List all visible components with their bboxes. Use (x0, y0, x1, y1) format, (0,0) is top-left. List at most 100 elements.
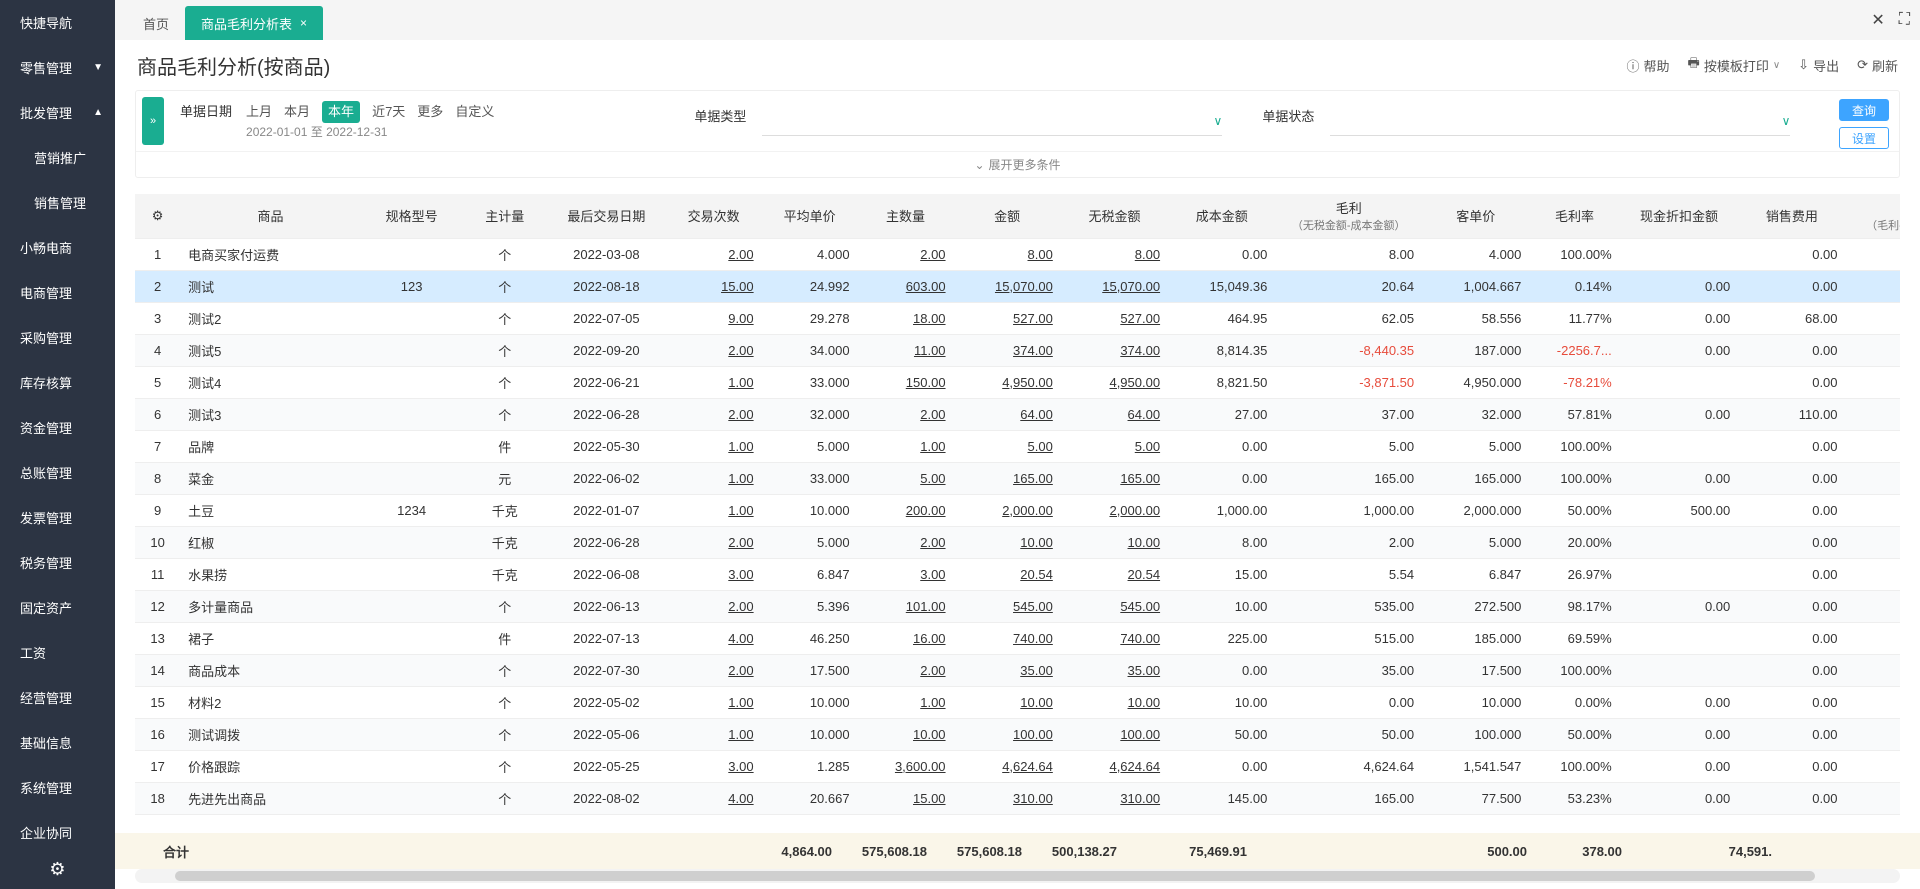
export-button[interactable]: ⇩ 导出 (1798, 56, 1839, 75)
sidebar-item[interactable]: 快捷导航 (0, 0, 115, 45)
column-header[interactable]: 交易次数 (666, 194, 762, 238)
sidebar-item[interactable]: 资金管理 (0, 405, 115, 450)
table-row[interactable]: 4测试5个2022-09-202.0034.00011.00374.00374.… (135, 334, 1900, 366)
date-option[interactable]: 自定义 (455, 101, 494, 123)
table-row[interactable]: 12多计量商品个2022-06-132.005.396101.00545.005… (135, 590, 1900, 622)
table-row[interactable]: 7品牌件2022-05-301.005.0001.005.005.000.005… (135, 430, 1900, 462)
table-row[interactable]: 10红椒千克2022-06-282.005.0002.0010.0010.008… (135, 526, 1900, 558)
table-row[interactable]: 8菜金元2022-06-021.0033.0005.00165.00165.00… (135, 462, 1900, 494)
column-header[interactable]: 主计量 (462, 194, 547, 238)
chevron-down-icon: ∨ (1214, 114, 1223, 128)
sidebar-item[interactable]: 批发管理▲ (0, 90, 115, 135)
filter-date-label: 单据日期 (180, 101, 232, 123)
filter-panel: » 单据日期 上月本月本年近7天更多自定义 2022-01-01 至 2022-… (135, 90, 1900, 178)
sidebar-item[interactable]: 销售管理 (0, 180, 115, 225)
sidebar-item[interactable]: 电商管理 (0, 270, 115, 315)
close-icon[interactable]: × (300, 16, 307, 30)
sidebar-item[interactable]: 零售管理▼ (0, 45, 115, 90)
filter-type-label: 单据类型 (694, 106, 746, 125)
table-row[interactable]: 3测试2个2022-07-059.0029.27818.00527.00527.… (135, 302, 1900, 334)
sidebar-item[interactable]: 采购管理 (0, 315, 115, 360)
date-option[interactable]: 本月 (284, 101, 310, 123)
column-header[interactable]: 销售费用 (1738, 194, 1845, 238)
column-header[interactable]: 无税金额 (1061, 194, 1168, 238)
filter-type-select[interactable]: ∨ (762, 106, 1222, 136)
data-table: ⚙商品规格型号主计量最后交易日期交易次数平均单价主数量金额无税金额成本金额毛利（… (135, 194, 1900, 815)
date-option[interactable]: 更多 (417, 101, 443, 123)
column-header[interactable]: 金额 (954, 194, 1061, 238)
sidebar-item[interactable]: 发票管理 (0, 495, 115, 540)
header-actions: ⓘ 帮助 🖶 按模板打印 ∨ ⇩ 导出 ⟳ 刷新 (1627, 54, 1899, 76)
column-header[interactable]: 平均单价 (762, 194, 858, 238)
table-total-row: 合计4,864.00575,608.18575,608.18500,138.27… (115, 833, 1920, 869)
print-button[interactable]: 🖶 按模板打印 ∨ (1688, 54, 1781, 76)
filter-status-select[interactable]: ∨ (1330, 106, 1790, 136)
date-option[interactable]: 上月 (246, 101, 272, 123)
query-button[interactable]: 查询 (1839, 99, 1889, 121)
sidebar-item[interactable]: 工资 (0, 630, 115, 675)
table-wrap: ⚙商品规格型号主计量最后交易日期交易次数平均单价主数量金额无税金额成本金额毛利（… (135, 194, 1900, 823)
sidebar-item[interactable]: 基础信息 (0, 720, 115, 765)
column-header[interactable]: 商品 (180, 194, 361, 238)
date-range: 2022-01-01 至 2022-12-31 (246, 123, 494, 141)
tab-close-all-icon[interactable]: ✕ (1871, 10, 1884, 30)
chevron-down-icon: ∨ (1782, 114, 1791, 128)
chevron-down-icon: ⌄ (974, 158, 984, 172)
table-row[interactable]: 14商品成本个2022-07-302.0017.5002.0035.0035.0… (135, 654, 1900, 686)
sidebar-item[interactable]: 小畅电商 (0, 225, 115, 270)
page-title: 商品毛利分析(按商品) (137, 51, 330, 80)
table-row[interactable]: 15材料2个2022-05-021.0010.0001.0010.0010.00… (135, 686, 1900, 718)
tabbar: 首页 商品毛利分析表 × ✕ ⛶ (115, 0, 1920, 40)
sidebar-item[interactable]: 固定资产 (0, 585, 115, 630)
tab-active-label: 商品毛利分析表 (201, 14, 292, 33)
table-row[interactable]: 13裙子件2022-07-134.0046.25016.00740.00740.… (135, 622, 1900, 654)
sidebar-item[interactable]: 总账管理 (0, 450, 115, 495)
column-header[interactable]: 现金折扣金额 (1620, 194, 1739, 238)
expand-filters-button[interactable]: ⌄展开更多条件 (136, 151, 1899, 177)
table-row[interactable]: 6测试3个2022-06-282.0032.0002.0064.0064.002… (135, 398, 1900, 430)
sidebar-item[interactable]: 库存核算 (0, 360, 115, 405)
settings-button[interactable]: 设置 (1839, 127, 1889, 149)
refresh-button[interactable]: ⟳ 刷新 (1857, 56, 1898, 75)
column-header[interactable]: 主数量 (858, 194, 954, 238)
gear-icon[interactable]: ⚙ (0, 849, 115, 889)
column-header[interactable]: 毛利（无税金额-成本金额） (1275, 194, 1422, 238)
table-row[interactable]: 11水果捞千克2022-06-083.006.8473.0020.5420.54… (135, 558, 1900, 590)
column-header[interactable]: 成本金额 (1168, 194, 1275, 238)
table-row[interactable]: 2测试123个2022-08-1815.0024.992603.0015,070… (135, 270, 1900, 302)
sidebar: 快捷导航零售管理▼批发管理▲营销推广销售管理小畅电商电商管理采购管理库存核算资金… (0, 0, 115, 889)
sidebar-item[interactable]: 营销推广 (0, 135, 115, 180)
page-header: 商品毛利分析(按商品) ⓘ 帮助 🖶 按模板打印 ∨ ⇩ 导出 ⟳ 刷新 (115, 40, 1920, 90)
sidebar-item[interactable]: 系统管理 (0, 765, 115, 810)
table-row[interactable]: 9土豆1234千克2022-01-071.0010.000200.002,000… (135, 494, 1900, 526)
table-row[interactable]: 1电商买家付运费个2022-03-082.004.0002.008.008.00… (135, 238, 1900, 270)
table-row[interactable]: 16测试调拨个2022-05-061.0010.00010.00100.0010… (135, 718, 1900, 750)
column-header[interactable]: 客单价 (1422, 194, 1529, 238)
date-option[interactable]: 本年 (322, 101, 360, 123)
column-header[interactable]: 规格型号 (361, 194, 463, 238)
filter-status-label: 单据状态 (1262, 106, 1314, 125)
tabbar-actions: ✕ ⛶ (1871, 0, 1920, 40)
fullscreen-icon[interactable]: ⛶ (1899, 11, 1910, 29)
sidebar-item[interactable]: 税务管理 (0, 540, 115, 585)
gear-icon[interactable]: ⚙ (135, 194, 180, 238)
tab-active[interactable]: 商品毛利分析表 × (185, 6, 323, 40)
column-header[interactable]: 净利润（毛利-现金折扣-销售费… (1846, 194, 1900, 238)
date-option[interactable]: 近7天 (372, 101, 405, 123)
date-options: 上月本月本年近7天更多自定义 (246, 101, 494, 123)
help-button[interactable]: ⓘ 帮助 (1627, 56, 1670, 75)
chevron-icon: ▼ (93, 62, 103, 73)
column-header[interactable]: 最后交易日期 (547, 194, 666, 238)
table-row[interactable]: 5测试4个2022-06-211.0033.000150.004,950.004… (135, 366, 1900, 398)
table-row[interactable]: 18先进先出商品个2022-08-024.0020.66715.00310.00… (135, 782, 1900, 814)
tab-home[interactable]: 首页 (127, 6, 185, 40)
table-row[interactable]: 17价格跟踪个2022-05-253.001.2853,600.004,624.… (135, 750, 1900, 782)
scrollbar-thumb[interactable] (175, 871, 1815, 881)
column-header[interactable]: 毛利率 (1529, 194, 1619, 238)
chevron-icon: ▲ (93, 107, 103, 118)
sidebar-item[interactable]: 经营管理 (0, 675, 115, 720)
horizontal-scrollbar[interactable] (135, 869, 1900, 883)
collapse-filter-button[interactable]: » (142, 97, 164, 145)
chevron-down-icon: ∨ (1773, 60, 1780, 71)
main: 首页 商品毛利分析表 × ✕ ⛶ 商品毛利分析(按商品) ⓘ 帮助 🖶 按模板打… (115, 0, 1920, 889)
